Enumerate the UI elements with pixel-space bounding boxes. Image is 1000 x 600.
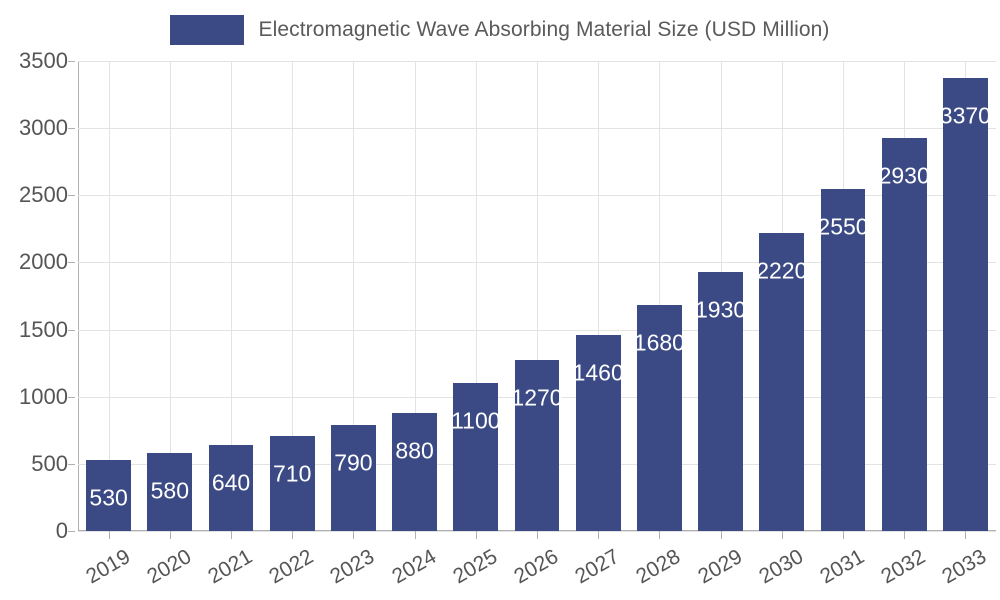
bar-value-label: 2550 [817, 213, 869, 240]
x-axis-tick-mark [353, 531, 355, 539]
bar-value-label: 1930 [695, 296, 747, 323]
bar-value-label: 1680 [633, 329, 685, 356]
gridline-vertical [537, 61, 538, 531]
x-axis-tick-label: 2024 [387, 545, 440, 589]
x-axis-tick-mark [904, 531, 906, 539]
bar-value-label: 2930 [878, 162, 930, 189]
bar[interactable] [881, 137, 927, 531]
bar[interactable] [759, 232, 805, 531]
bar[interactable] [514, 360, 560, 531]
gridline-vertical [659, 61, 661, 531]
bar-value-label: 530 [89, 484, 128, 511]
x-axis-tick-label: 2029 [693, 545, 746, 589]
x-axis-tick-label: 2021 [204, 545, 257, 589]
x-axis-tick-label: 2025 [449, 545, 502, 589]
y-axis-tick-label: 0 [55, 518, 68, 543]
bar[interactable] [331, 424, 376, 531]
bar[interactable] [392, 412, 437, 531]
gridline-vertical [231, 61, 232, 531]
y-axis-tick-label: 2500 [19, 182, 68, 208]
bar[interactable] [147, 453, 193, 531]
y-axis-tick-mark [68, 531, 75, 532]
x-axis-tick-label: 2031 [816, 545, 869, 589]
bar-value-label: 1460 [572, 359, 624, 386]
x-axis-tick-label: 2019 [81, 545, 134, 589]
x-axis-tick-label: 2022 [265, 545, 318, 589]
x-axis-tick-label: 2030 [755, 545, 808, 589]
y-axis-tick-mark [68, 396, 75, 398]
x-axis-tick-mark [414, 531, 416, 539]
x-axis-tick-mark [965, 531, 967, 539]
x-axis-tick-mark [843, 531, 844, 539]
bar-value-label: 710 [273, 460, 312, 487]
plot-area: 530 580 640 710 790 880 1100 1270 1460 1680 1930 22… [78, 61, 996, 532]
bar-value-label: 1270 [511, 384, 563, 411]
y-axis: 0 500 1000 1500 2000 2500 3000 3500 [0, 48, 75, 543]
y-axis-line [78, 61, 79, 531]
legend-swatch-series-1 [170, 15, 245, 45]
bar[interactable] [269, 435, 315, 531]
bar-value-label: 2220 [756, 257, 808, 284]
y-axis-tick-label: 2000 [19, 249, 68, 275]
gridline-vertical [108, 61, 110, 531]
x-axis-tick-mark [659, 531, 661, 539]
bar[interactable] [637, 305, 682, 531]
x-axis-tick-mark [169, 531, 171, 539]
x-axis-tick-mark [720, 531, 722, 539]
y-axis-tick-mark [68, 128, 75, 130]
y-axis-tick-mark [68, 463, 75, 465]
bar-value-label: 640 [211, 469, 251, 496]
gridline-vertical [475, 61, 477, 531]
y-axis-tick-label: 3500 [19, 48, 68, 73]
x-axis: 2019 2020 2021 2022 2023 2024 2025 2026 2027 2028… [78, 531, 996, 600]
bar-value-label: 880 [395, 437, 434, 464]
x-axis-tick-mark [231, 531, 232, 539]
bar[interactable] [86, 459, 131, 531]
y-axis-tick-mark [68, 262, 75, 264]
chart-legend: Electromagnetic Wave Absorbing Material … [0, 10, 1000, 50]
bar-value-label: 3370 [939, 102, 991, 129]
bar[interactable] [453, 383, 499, 531]
y-axis-tick-label: 500 [31, 450, 68, 476]
y-axis-tick-mark [68, 195, 75, 197]
x-axis-tick-mark [292, 531, 294, 539]
bar-value-label: 1100 [451, 407, 501, 434]
gridline-vertical [292, 61, 294, 531]
x-axis-tick-label: 2026 [510, 545, 563, 589]
x-axis-tick-label: 2023 [326, 545, 379, 589]
y-axis-tick-mark [68, 329, 75, 331]
x-axis-tick-label: 2020 [143, 545, 196, 589]
gridline-vertical [353, 61, 355, 531]
bar[interactable] [943, 78, 988, 531]
legend-label-series-1: Electromagnetic Wave Absorbing Material … [258, 18, 830, 41]
gridline-vertical [414, 61, 416, 531]
y-axis-tick-label: 3000 [19, 115, 68, 141]
bar[interactable] [820, 188, 866, 531]
x-axis-tick-label: 2032 [877, 545, 930, 589]
y-axis-tick-label: 1500 [19, 316, 68, 342]
bar[interactable] [208, 445, 254, 531]
x-axis-tick-mark [475, 531, 477, 539]
bar[interactable] [698, 271, 743, 531]
x-axis-tick-mark [598, 531, 600, 539]
x-axis-tick-label: 2028 [632, 545, 685, 589]
bar-value-label: 580 [150, 477, 189, 504]
y-axis-tick-mark [68, 61, 75, 62]
x-axis-tick-label: 2033 [938, 545, 991, 589]
x-axis-tick-mark [537, 531, 538, 539]
x-axis-tick-label: 2027 [571, 545, 624, 589]
gridline-vertical [169, 61, 171, 531]
x-axis-tick-mark [108, 531, 110, 539]
gridline-vertical [598, 61, 600, 531]
bar[interactable] [575, 334, 621, 531]
bar-value-label: 790 [334, 449, 373, 476]
x-axis-tick-mark [781, 531, 783, 539]
y-axis-tick-label: 1000 [19, 383, 68, 409]
